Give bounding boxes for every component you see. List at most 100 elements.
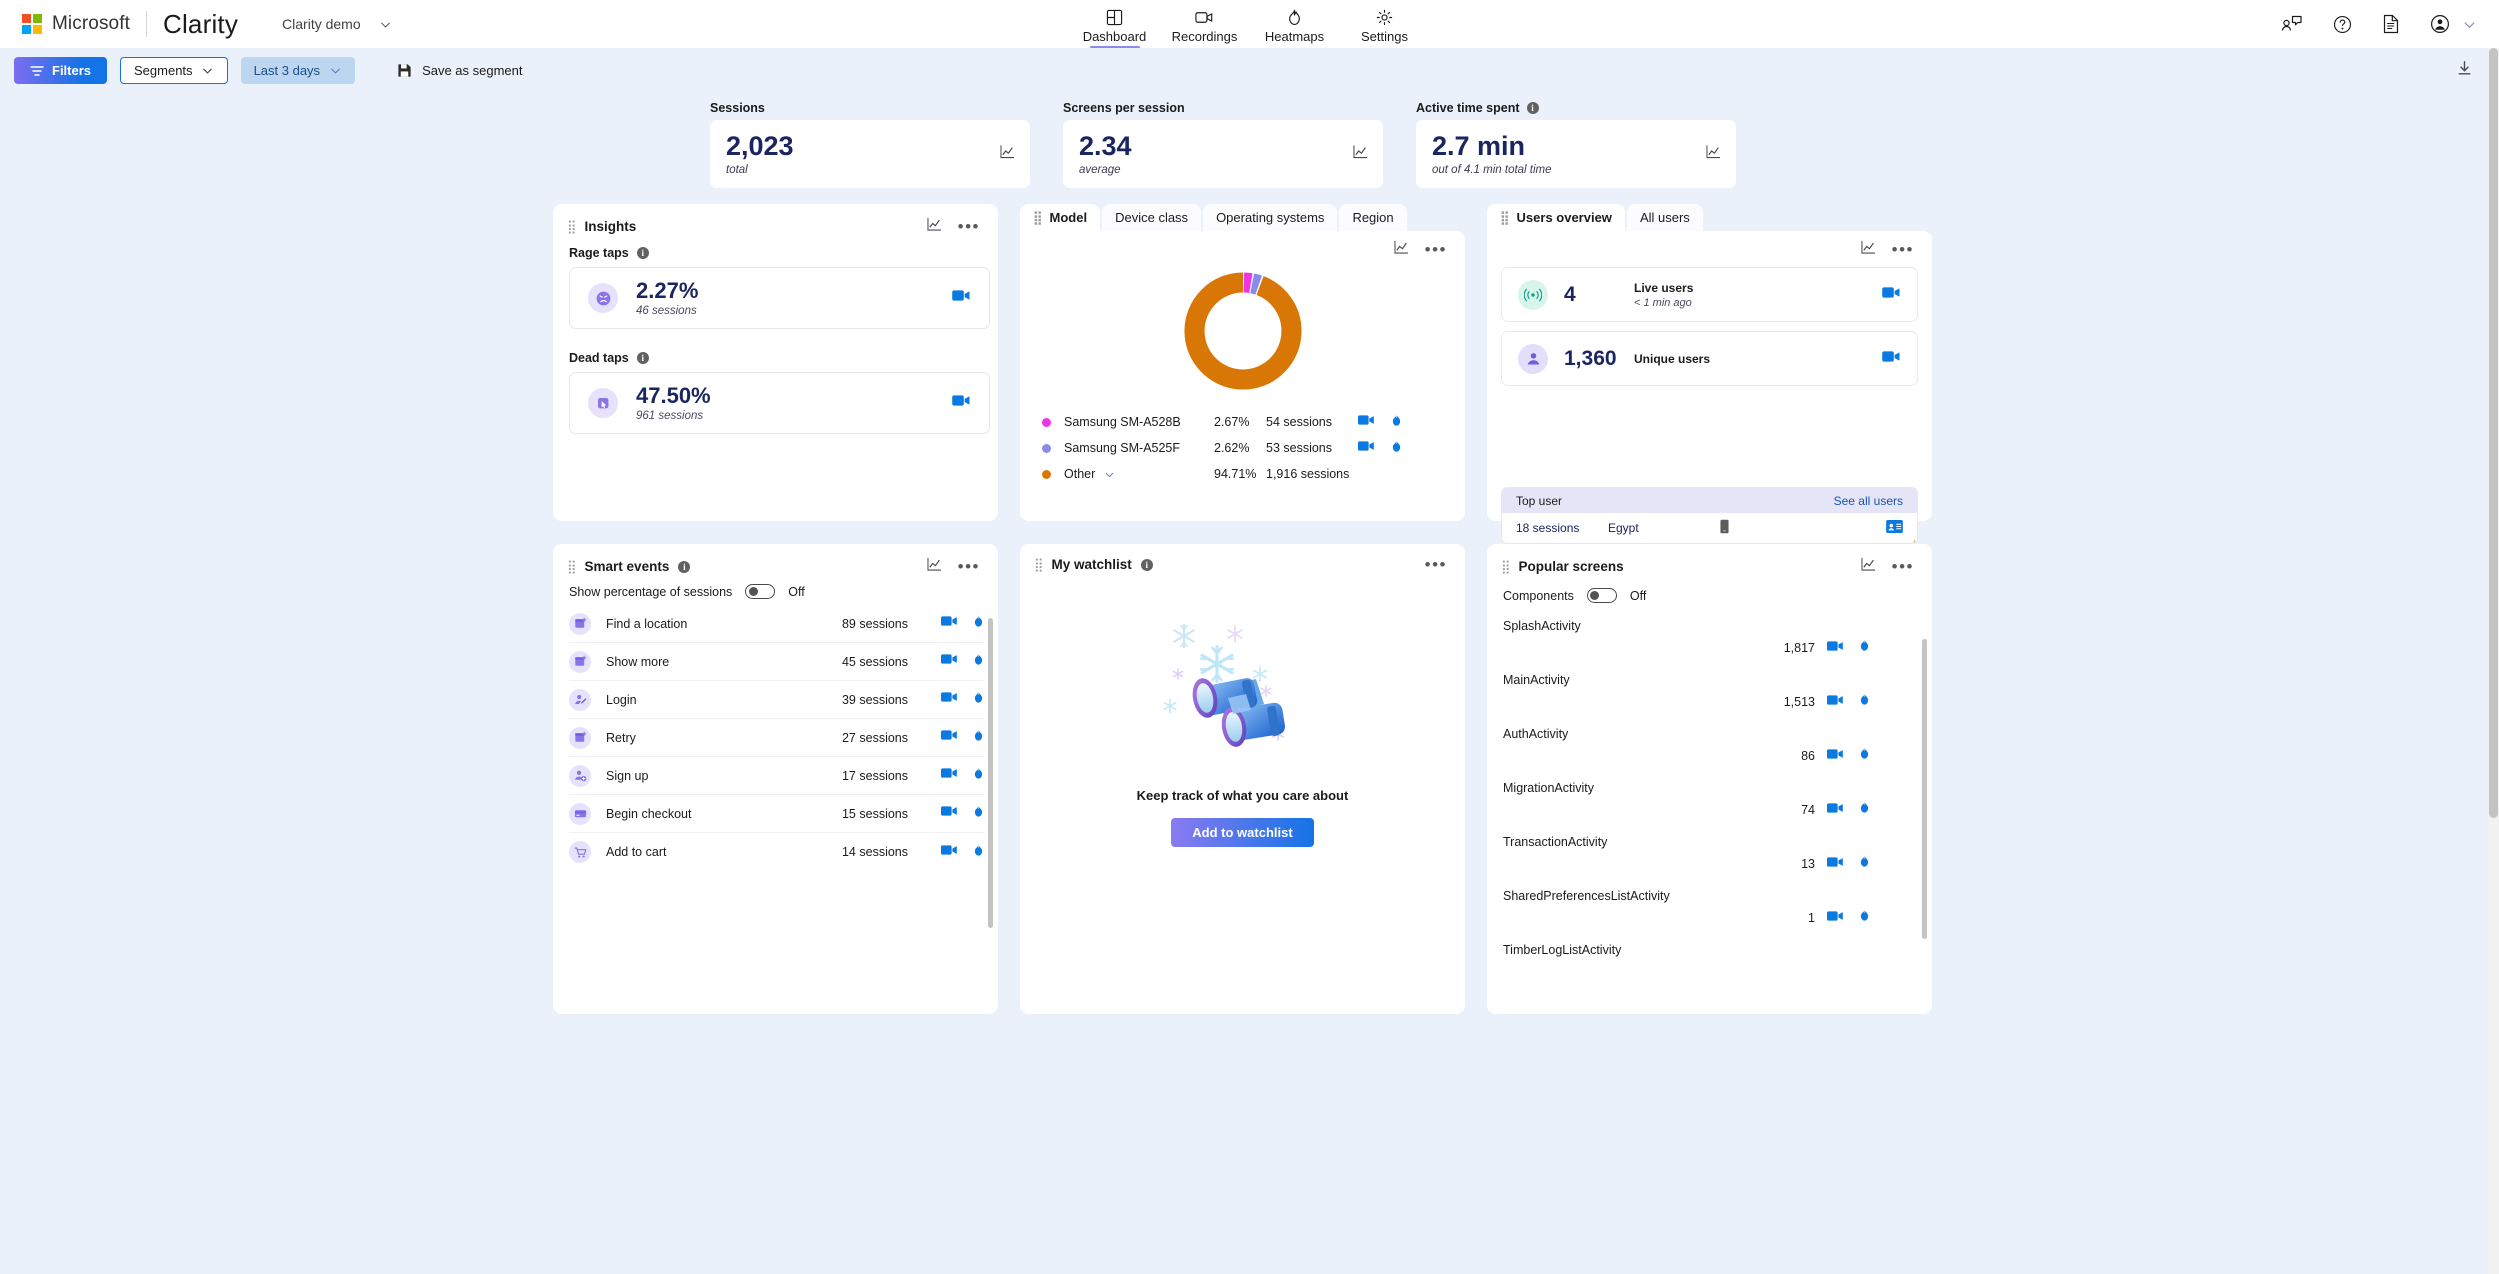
add-to-watchlist-button[interactable]: Add to watchlist: [1171, 818, 1314, 847]
bar-row[interactable]: MainActivity 1,513: [1503, 673, 1918, 713]
download-icon[interactable]: [2456, 60, 2473, 82]
flame-icon[interactable]: [973, 767, 984, 784]
date-range-button[interactable]: Last 3 days: [240, 57, 356, 84]
legend-row[interactable]: Samsung SM-A528B 2.67% 54 sessions: [1042, 409, 1447, 435]
more-options-icon[interactable]: •••: [1424, 554, 1447, 574]
flame-icon[interactable]: [1859, 855, 1870, 874]
flame-icon[interactable]: [1859, 639, 1870, 658]
video-icon[interactable]: [1827, 855, 1844, 874]
page-scrollbar[interactable]: [2488, 48, 2499, 1274]
tab-region[interactable]: Region: [1339, 204, 1407, 231]
drag-handle-icon[interactable]: ⣿: [1033, 210, 1042, 225]
flame-icon[interactable]: [973, 653, 984, 670]
video-icon[interactable]: [952, 394, 971, 412]
video-icon[interactable]: [941, 844, 958, 861]
filters-button[interactable]: Filters: [14, 57, 108, 84]
help-icon[interactable]: [2333, 15, 2352, 34]
video-icon[interactable]: [1882, 286, 1901, 304]
top-user-row[interactable]: 18 sessions Egypt: [1502, 513, 1917, 543]
drag-handle-icon[interactable]: ⣿: [1500, 210, 1509, 225]
video-icon[interactable]: [1358, 414, 1375, 431]
video-icon[interactable]: [952, 289, 971, 307]
trend-chart-icon[interactable]: [1353, 145, 1368, 164]
bar-row[interactable]: TimberLogListActivity: [1503, 943, 1918, 957]
bar-row[interactable]: AuthActivity 86: [1503, 727, 1918, 767]
drag-handle-icon[interactable]: ⣿: [1501, 559, 1510, 574]
flame-icon[interactable]: [973, 615, 984, 632]
video-icon[interactable]: [941, 767, 958, 784]
tab-all-users[interactable]: All users: [1626, 204, 1703, 231]
bar-row[interactable]: SplashActivity 1,817: [1503, 619, 1918, 659]
info-icon[interactable]: i: [636, 247, 649, 259]
flame-icon[interactable]: [1859, 801, 1870, 820]
legend-name-other[interactable]: Other: [1064, 467, 1214, 481]
tab-operating-systems[interactable]: Operating systems: [1203, 204, 1338, 231]
more-options-icon[interactable]: •••: [957, 216, 980, 236]
more-options-icon[interactable]: •••: [1891, 239, 1914, 259]
info-icon[interactable]: i: [1526, 102, 1539, 114]
save-as-segment-button[interactable]: Save as segment: [397, 63, 523, 78]
video-icon[interactable]: [941, 653, 958, 670]
flame-icon[interactable]: [1859, 747, 1870, 766]
video-icon[interactable]: [941, 691, 958, 708]
account-menu[interactable]: [2430, 14, 2477, 34]
trend-chart-icon[interactable]: [1000, 145, 1015, 164]
trend-chart-icon[interactable]: [927, 557, 942, 576]
video-icon[interactable]: [941, 729, 958, 746]
bar-row[interactable]: MigrationActivity 74: [1503, 781, 1918, 821]
tab-users-overview[interactable]: ⣿ Users overview: [1487, 204, 1625, 231]
flame-icon[interactable]: [1859, 693, 1870, 712]
video-icon[interactable]: [1827, 639, 1844, 658]
smart-events-scrollbar[interactable]: [988, 618, 993, 928]
legend-row[interactable]: Other 94.71% 1,916 sessions: [1042, 461, 1447, 487]
trend-chart-icon[interactable]: [927, 217, 942, 236]
nav-tab-settings[interactable]: Settings: [1340, 0, 1430, 48]
nav-tab-heatmaps[interactable]: Heatmaps: [1250, 0, 1340, 48]
feedback-icon[interactable]: [2281, 15, 2303, 33]
video-icon[interactable]: [1827, 801, 1844, 820]
tab-device-class[interactable]: Device class: [1102, 204, 1202, 231]
video-icon[interactable]: [1882, 350, 1901, 368]
flame-icon[interactable]: [973, 729, 984, 746]
popular-screens-scrollbar[interactable]: [1922, 639, 1927, 939]
tab-model[interactable]: ⣿ Model: [1020, 204, 1101, 231]
flame-icon[interactable]: [973, 691, 984, 708]
info-icon[interactable]: i: [678, 560, 691, 573]
drag-handle-icon[interactable]: ⣿: [567, 559, 576, 574]
legend-row[interactable]: Samsung SM-A525F 2.62% 53 sessions: [1042, 435, 1447, 461]
more-options-icon[interactable]: •••: [1424, 239, 1447, 259]
video-icon[interactable]: [1827, 693, 1844, 712]
trend-chart-icon[interactable]: [1394, 240, 1409, 259]
components-toggle[interactable]: [1586, 588, 1617, 603]
list-item[interactable]: Sign up 17 sessions: [569, 757, 984, 795]
video-icon[interactable]: [941, 805, 958, 822]
info-icon[interactable]: i: [636, 352, 649, 364]
trend-chart-icon[interactable]: [1861, 240, 1876, 259]
nav-tab-dashboard[interactable]: Dashboard: [1070, 0, 1160, 48]
drag-handle-icon[interactable]: ⣿: [567, 219, 576, 234]
info-icon[interactable]: i: [1140, 558, 1153, 571]
flame-icon[interactable]: [1859, 909, 1870, 928]
bar-row[interactable]: SharedPreferencesListActivity 1: [1503, 889, 1918, 929]
nav-tab-recordings[interactable]: Recordings: [1160, 0, 1250, 48]
flame-icon[interactable]: [1391, 440, 1402, 457]
list-item[interactable]: Find a location 89 sessions: [569, 605, 984, 643]
flame-icon[interactable]: [973, 805, 984, 822]
list-item[interactable]: Login 39 sessions: [569, 681, 984, 719]
trend-chart-icon[interactable]: [1706, 145, 1721, 164]
flame-icon[interactable]: [973, 844, 984, 861]
list-item[interactable]: Begin checkout 15 sessions: [569, 795, 984, 833]
trend-chart-icon[interactable]: [1861, 557, 1876, 576]
more-options-icon[interactable]: •••: [1891, 556, 1914, 576]
video-icon[interactable]: [941, 615, 958, 632]
list-item[interactable]: Retry 27 sessions: [569, 719, 984, 757]
see-all-users-link[interactable]: See all users: [1833, 493, 1903, 508]
list-item[interactable]: Show more 45 sessions: [569, 643, 984, 681]
docs-icon[interactable]: [2382, 14, 2400, 34]
more-options-icon[interactable]: •••: [957, 556, 980, 576]
segments-button[interactable]: Segments: [120, 57, 228, 84]
project-selector[interactable]: Clarity demo: [282, 16, 392, 32]
percentage-toggle[interactable]: [745, 584, 776, 599]
video-icon[interactable]: [1827, 909, 1844, 928]
flame-icon[interactable]: [1391, 414, 1402, 431]
